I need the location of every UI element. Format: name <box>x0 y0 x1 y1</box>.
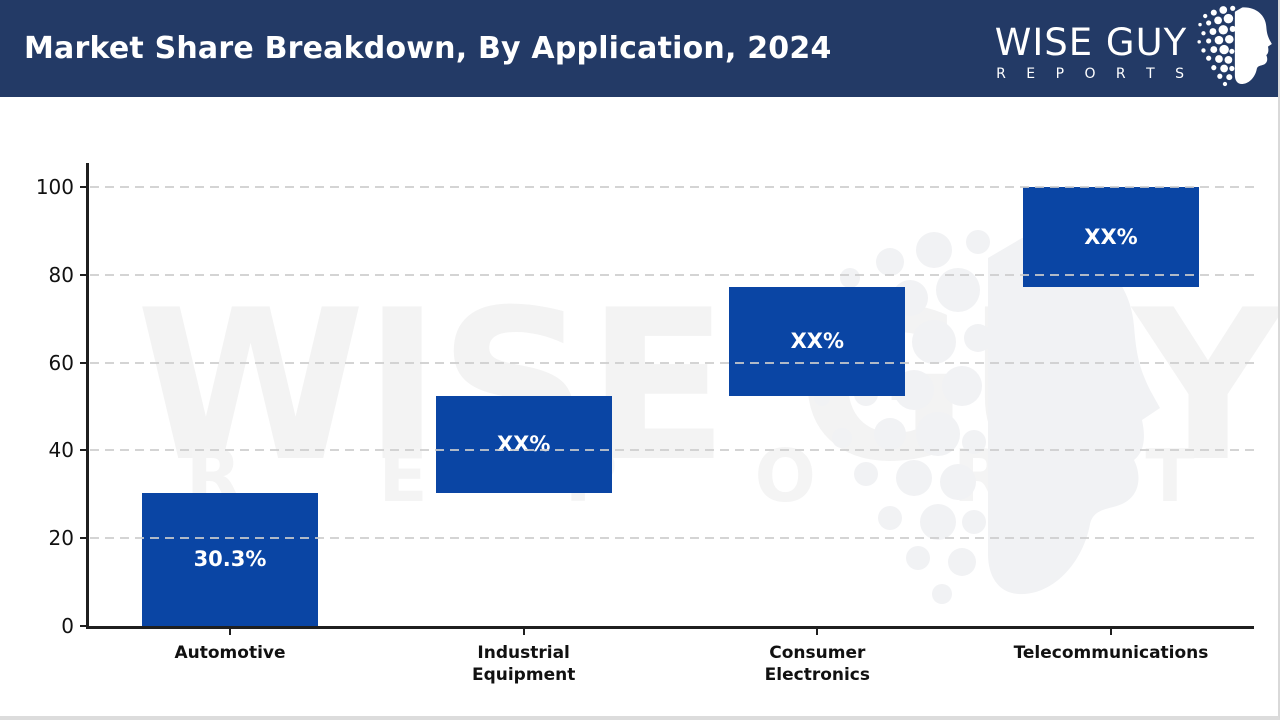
bar-telecommunications: XX% <box>1023 187 1199 287</box>
y-tick-mark <box>80 361 88 364</box>
y-tick-label: 20 <box>48 526 74 551</box>
x-category-label-line: Equipment <box>471 665 576 685</box>
y-tick-label: 0 <box>61 614 74 638</box>
x-category-label: Telecommunications <box>964 642 1258 664</box>
wise-guy-logo: WISE GUY R E P O R T S <box>990 4 1274 94</box>
x-category-label-line: Consumer <box>769 643 866 663</box>
bar-industrial-equipment: XX% <box>435 395 612 493</box>
x-axis-spine <box>86 626 1254 629</box>
x-tick-mark <box>229 628 231 635</box>
y-tick-label: 40 <box>48 438 74 463</box>
bar-value-label: XX% <box>496 432 551 457</box>
bar-consumer-electronics: XX% <box>729 286 906 396</box>
bar-value-label: XX% <box>790 329 845 354</box>
logo-head-icon <box>1188 4 1274 90</box>
y-tick-mark <box>80 449 88 452</box>
x-category-label-line: Telecommunications <box>1013 643 1209 663</box>
gridline <box>90 186 1254 188</box>
logo-text: WISE GUY R E P O R T S <box>990 21 1192 82</box>
y-tick-label: 80 <box>48 262 74 287</box>
x-tick-mark <box>522 628 525 635</box>
y-tick-mark <box>80 273 88 276</box>
x-category-label-line: Electronics <box>764 665 871 685</box>
y-tick-mark <box>80 186 88 188</box>
x-category-label-line: Automotive <box>174 643 286 663</box>
gridline <box>90 273 1254 276</box>
y-tick-mark <box>80 537 88 540</box>
logo-wordmark: WISE GUY <box>994 21 1188 64</box>
gridline <box>90 361 1254 364</box>
bar-value-label: XX% <box>1084 224 1138 249</box>
x-category-label: Consumer Electronics <box>670 642 964 686</box>
gridline <box>90 449 1254 452</box>
y-tick-label: 100 <box>35 175 74 199</box>
bar-automotive: 30.3% <box>142 492 318 626</box>
chart-title: Market Share Breakdown, By Application, … <box>24 31 832 66</box>
y-tick-label: 60 <box>48 350 74 375</box>
waterfall-chart: 0 20 40 60 80 100 30.3% Automotive XX% Industrial… <box>0 97 1278 716</box>
x-tick-mark <box>816 628 819 635</box>
y-axis-spine <box>86 163 89 629</box>
logo-subtitle: R E P O R T S <box>996 65 1192 82</box>
x-category-label: Industrial Equipment <box>377 642 671 686</box>
x-tick-mark <box>1110 628 1112 635</box>
gridline <box>90 537 1254 540</box>
bar-value-label: 30.3% <box>193 547 267 572</box>
x-category-label-line: Industrial <box>477 643 570 663</box>
y-tick-mark <box>80 625 88 627</box>
x-category-label: Automotive <box>83 642 377 664</box>
header-bar: Market Share Breakdown, By Application, … <box>0 0 1278 97</box>
